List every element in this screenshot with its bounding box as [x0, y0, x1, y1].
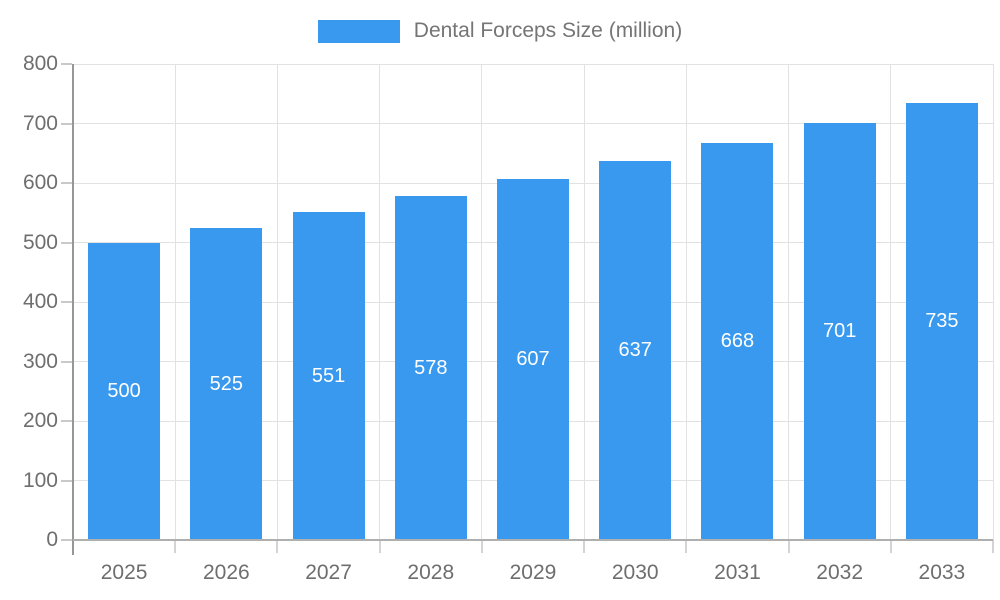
- gridline-vertical: [174, 64, 176, 540]
- y-axis-tick: [61, 122, 72, 125]
- bar: 637: [599, 160, 672, 540]
- gridline-vertical: [788, 64, 790, 540]
- gridline-vertical: [481, 64, 483, 540]
- x-axis-tick: [480, 540, 483, 553]
- plot-area: 500 525 551 578 607 637 668 701 735 0 100 200 300 400…: [23, 52, 994, 584]
- x-tick-label: 2033: [918, 561, 966, 584]
- x-axis-tick: [685, 540, 688, 553]
- y-axis-tick: [61, 301, 72, 303]
- legend-label: Dental Forceps Size (million): [413, 19, 683, 42]
- y-axis-tick: [61, 241, 72, 244]
- gridline-vertical: [379, 64, 381, 540]
- x-tick-label: 2031: [714, 561, 761, 584]
- gridline-horizontal: [73, 63, 993, 65]
- y-tick-label: 400: [22, 290, 58, 313]
- x-tick-label: 2026: [202, 561, 250, 584]
- y-axis-tick: [61, 360, 72, 363]
- bar: 607: [497, 178, 569, 540]
- y-axis-tick: [61, 539, 72, 541]
- bar: 578: [394, 196, 467, 540]
- bar-value-label: 637: [618, 339, 652, 362]
- legend-swatch: [317, 19, 400, 43]
- legend[interactable]: Dental Forceps Size (million): [0, 18, 1000, 44]
- y-tick-label: 700: [22, 111, 58, 135]
- y-axis-line: [72, 64, 74, 555]
- y-axis-tick: [61, 479, 72, 482]
- bar-value-label: 525: [209, 372, 244, 395]
- y-axis-tick: [61, 182, 72, 184]
- bar-value-label: 578: [414, 357, 448, 380]
- gridline-vertical: [890, 64, 892, 540]
- x-axis-tick: [276, 540, 279, 553]
- bar-value-label: 668: [720, 330, 755, 353]
- x-axis-tick: [583, 540, 586, 553]
- x-axis-line: [73, 539, 993, 541]
- x-axis-tick: [992, 540, 994, 553]
- gridline-horizontal: [73, 123, 993, 124]
- x-tick-label: 2025: [100, 561, 148, 584]
- gridline-vertical: [992, 64, 994, 540]
- y-tick-label: 300: [22, 349, 58, 373]
- bar: 525: [190, 227, 263, 540]
- y-axis-tick: [61, 420, 72, 422]
- x-tick-label: 2030: [611, 561, 659, 584]
- bar: 668: [701, 142, 774, 540]
- x-axis-tick: [174, 540, 177, 553]
- gridline-vertical: [276, 64, 278, 540]
- bar: 735: [905, 102, 978, 540]
- y-tick-label: 800: [22, 52, 58, 75]
- bar: 701: [803, 122, 876, 540]
- x-tick-label: 2028: [407, 561, 455, 584]
- gridline-vertical: [685, 64, 687, 540]
- x-tick-label: 2032: [816, 561, 864, 584]
- x-tick-label: 2027: [305, 561, 352, 584]
- y-axis-tick: [61, 63, 72, 65]
- x-tick-label: 2029: [509, 561, 557, 584]
- y-tick-label: 200: [22, 409, 58, 432]
- x-axis-tick: [787, 540, 790, 553]
- y-tick-label: 500: [22, 230, 58, 254]
- bar: 500: [88, 242, 161, 540]
- y-tick-label: 0: [46, 528, 58, 551]
- bar-value-label: 735: [925, 310, 959, 333]
- bar-value-label: 701: [822, 320, 857, 343]
- bar-value-label: 500: [107, 380, 141, 403]
- y-tick-label: 100: [22, 468, 58, 492]
- bar-value-label: 607: [516, 348, 550, 371]
- x-axis-tick: [378, 540, 381, 553]
- bar: 551: [292, 212, 365, 540]
- x-axis-tick: [889, 540, 892, 553]
- y-tick-label: 600: [22, 171, 58, 194]
- bar-value-label: 551: [311, 365, 346, 388]
- gridline-vertical: [583, 64, 585, 540]
